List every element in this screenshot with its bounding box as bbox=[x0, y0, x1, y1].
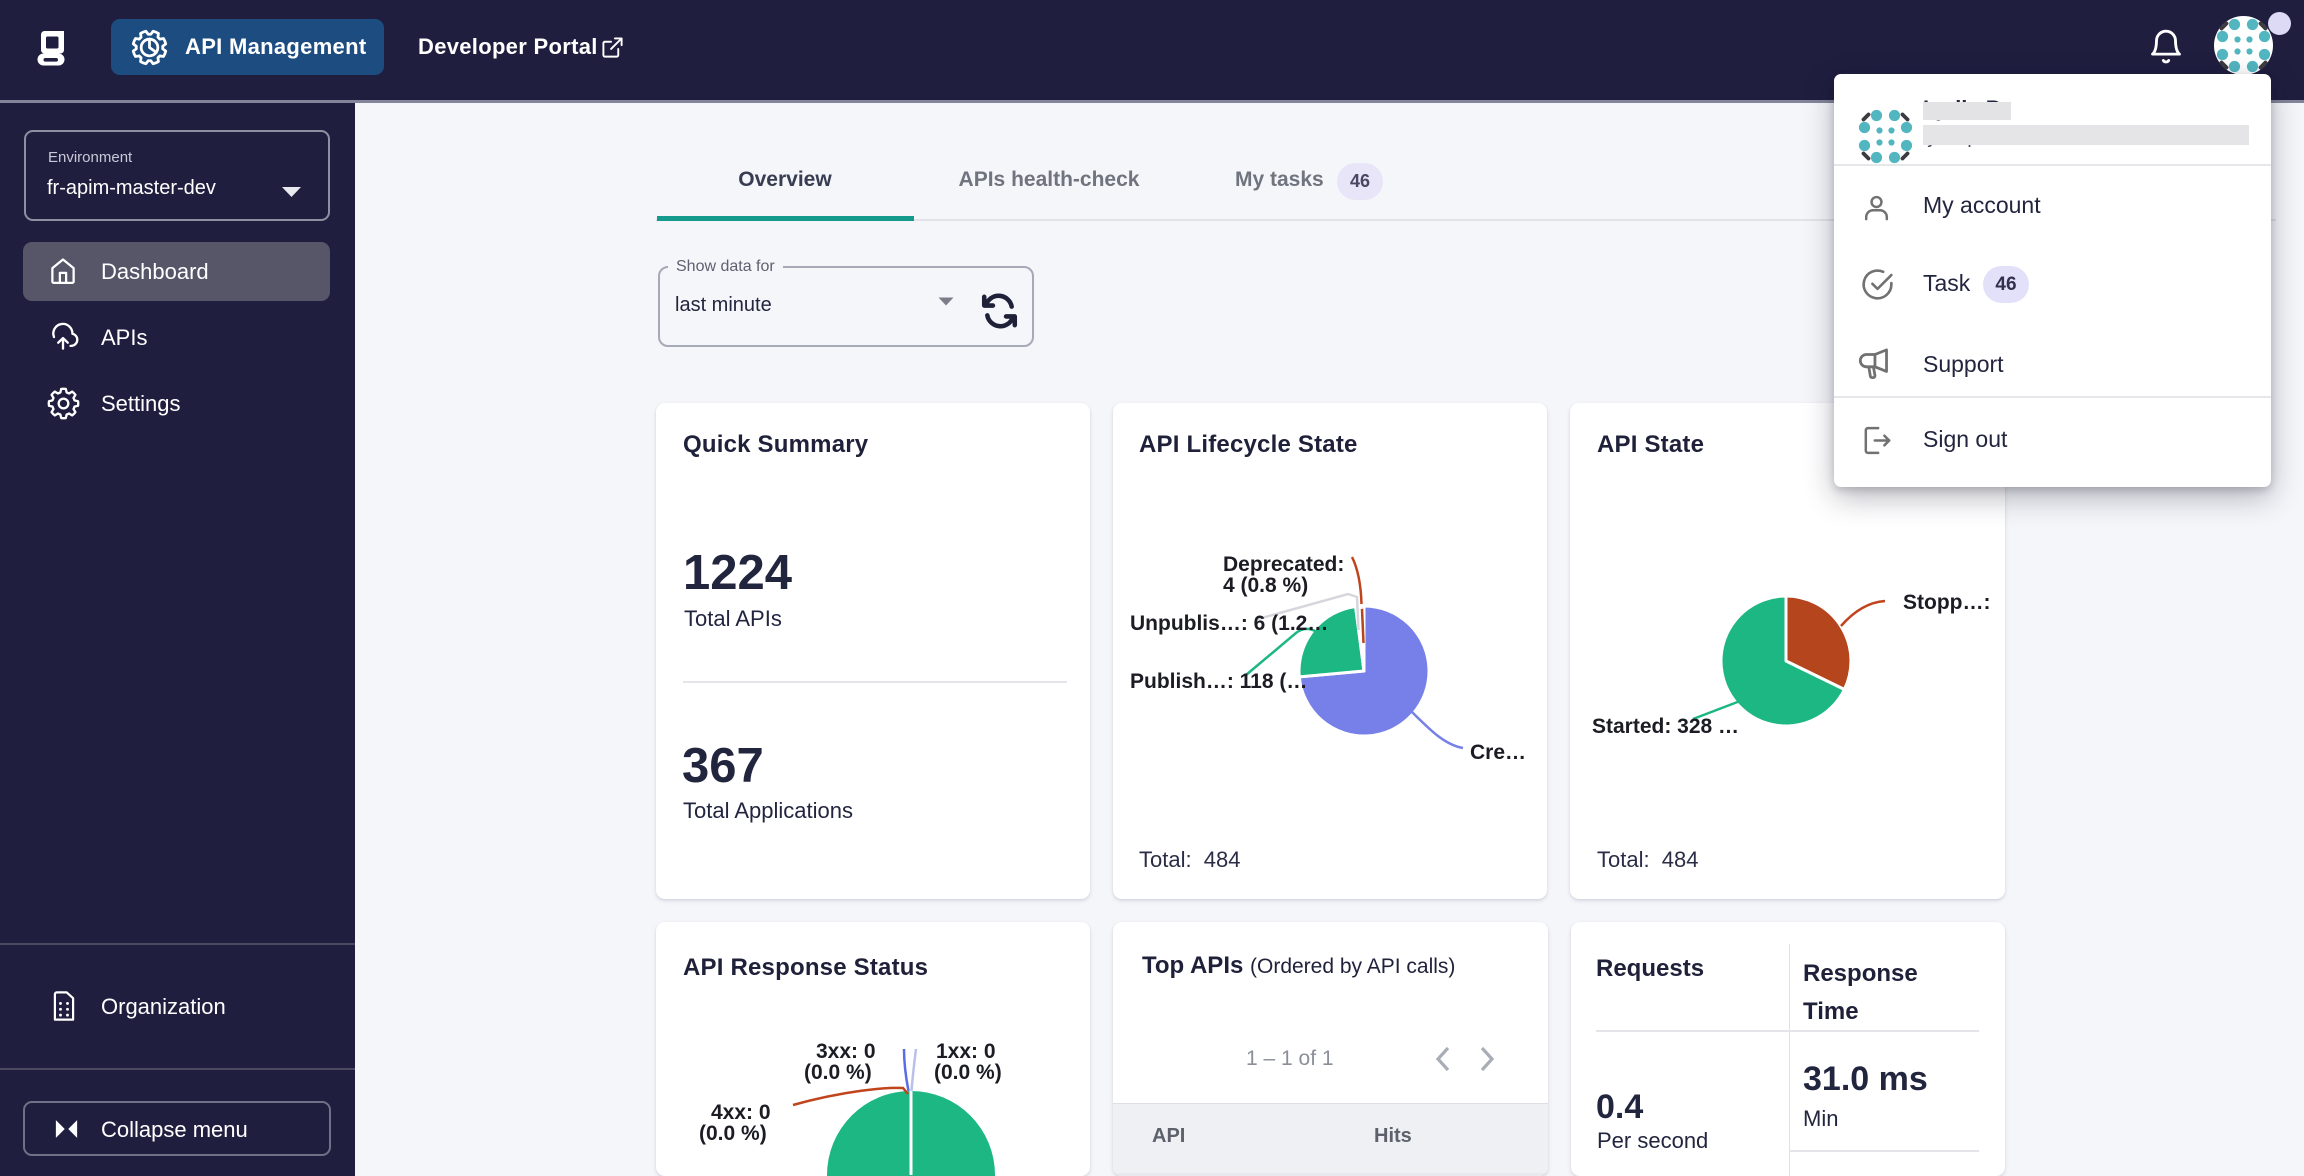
svg-text:(0.0 %): (0.0 %) bbox=[804, 1061, 872, 1084]
svg-text:Stopp…:: Stopp…: bbox=[1903, 591, 1990, 614]
svg-text:3xx: 0: 3xx: 0 bbox=[816, 1040, 876, 1063]
svg-text:Deprecated:: Deprecated: bbox=[1223, 553, 1344, 576]
svg-text:4xx: 0: 4xx: 0 bbox=[711, 1101, 771, 1124]
svg-text:(0.0 %): (0.0 %) bbox=[934, 1061, 1002, 1084]
svg-text:1xx: 0: 1xx: 0 bbox=[936, 1040, 996, 1063]
svg-text:Started: 328 …: Started: 328 … bbox=[1592, 715, 1739, 738]
svg-text:Publish…: 118 (…: Publish…: 118 (… bbox=[1130, 670, 1307, 693]
svg-text:Cre…: Cre… bbox=[1470, 741, 1526, 764]
svg-text:(0.0 %): (0.0 %) bbox=[699, 1122, 767, 1145]
svg-text:Unpublis…: 6 (1.2…: Unpublis…: 6 (1.2… bbox=[1130, 612, 1328, 635]
svg-text:4 (0.8 %): 4 (0.8 %) bbox=[1223, 574, 1308, 597]
